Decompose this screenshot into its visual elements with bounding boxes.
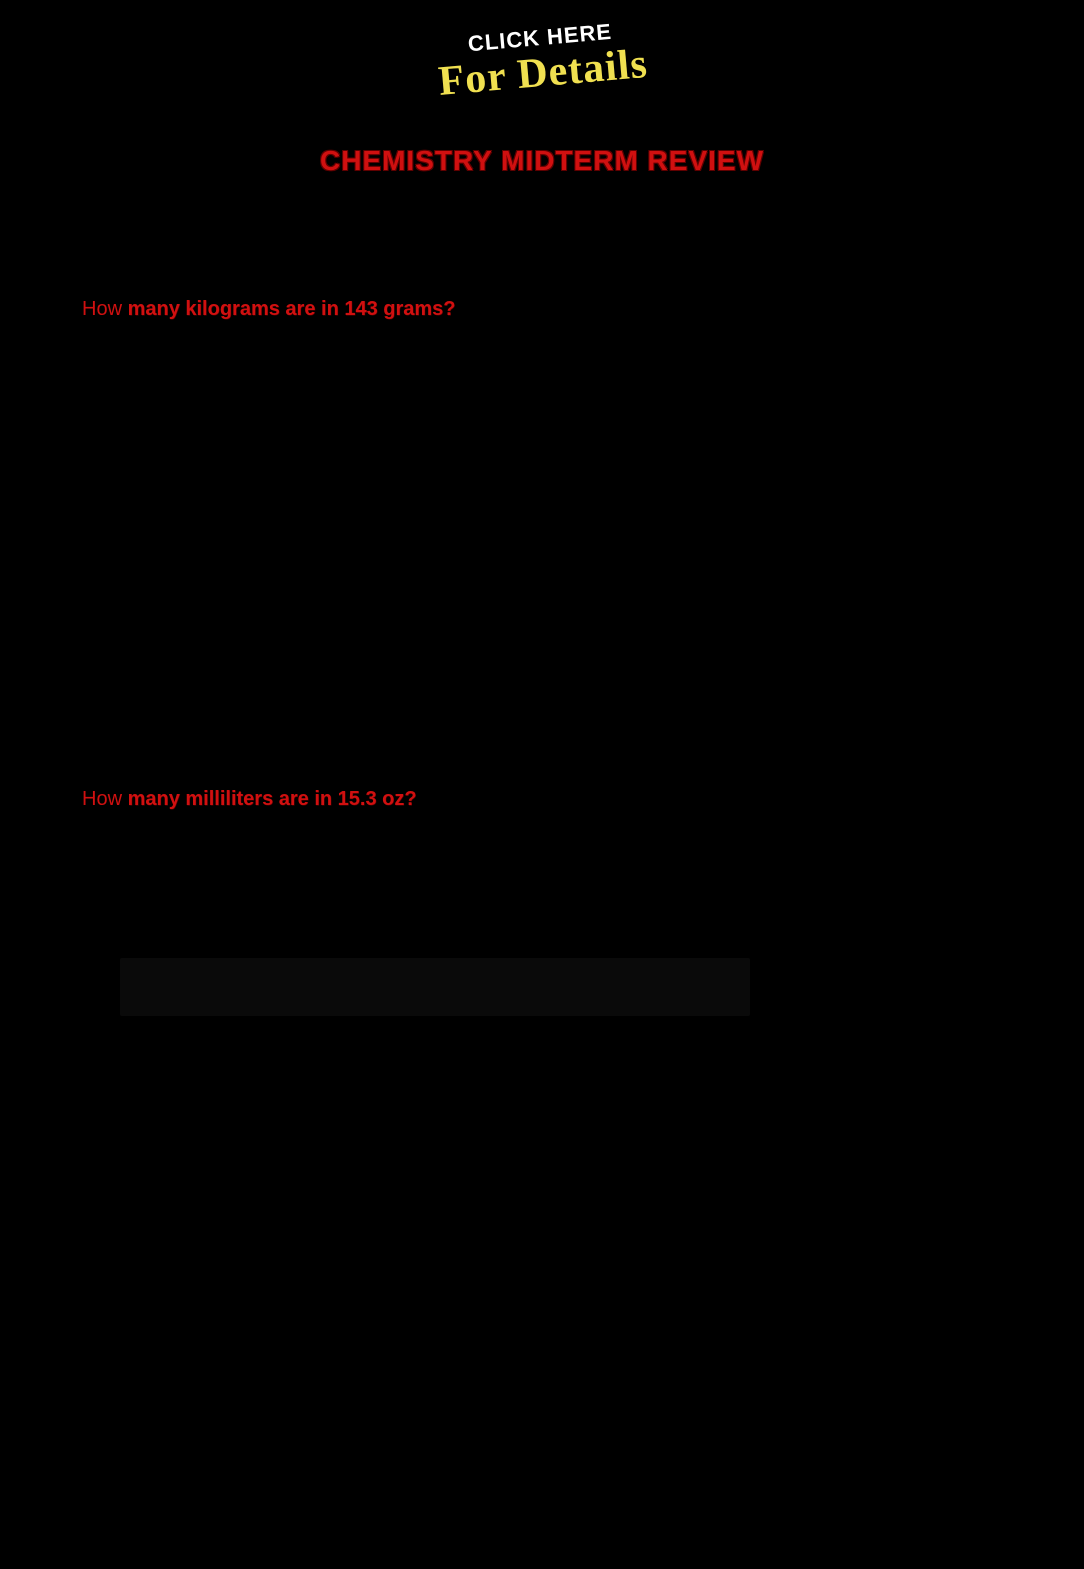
content-band	[120, 958, 750, 1016]
page-title: CHEMISTRY MIDTERM REVIEW	[320, 145, 764, 177]
question-1-prefix: How	[82, 298, 128, 320]
question-2: How many milliliters are in 15.3 oz?	[82, 788, 417, 811]
question-2-prefix: How	[82, 788, 128, 810]
question-1-text: many kilograms are in 143 grams?	[128, 298, 456, 320]
question-1: How many kilograms are in 143 grams?	[82, 298, 456, 321]
click-here-banner[interactable]: CLICK HERE For Details	[434, 16, 649, 106]
question-2-text: many milliliters are in 15.3 oz?	[128, 788, 417, 810]
